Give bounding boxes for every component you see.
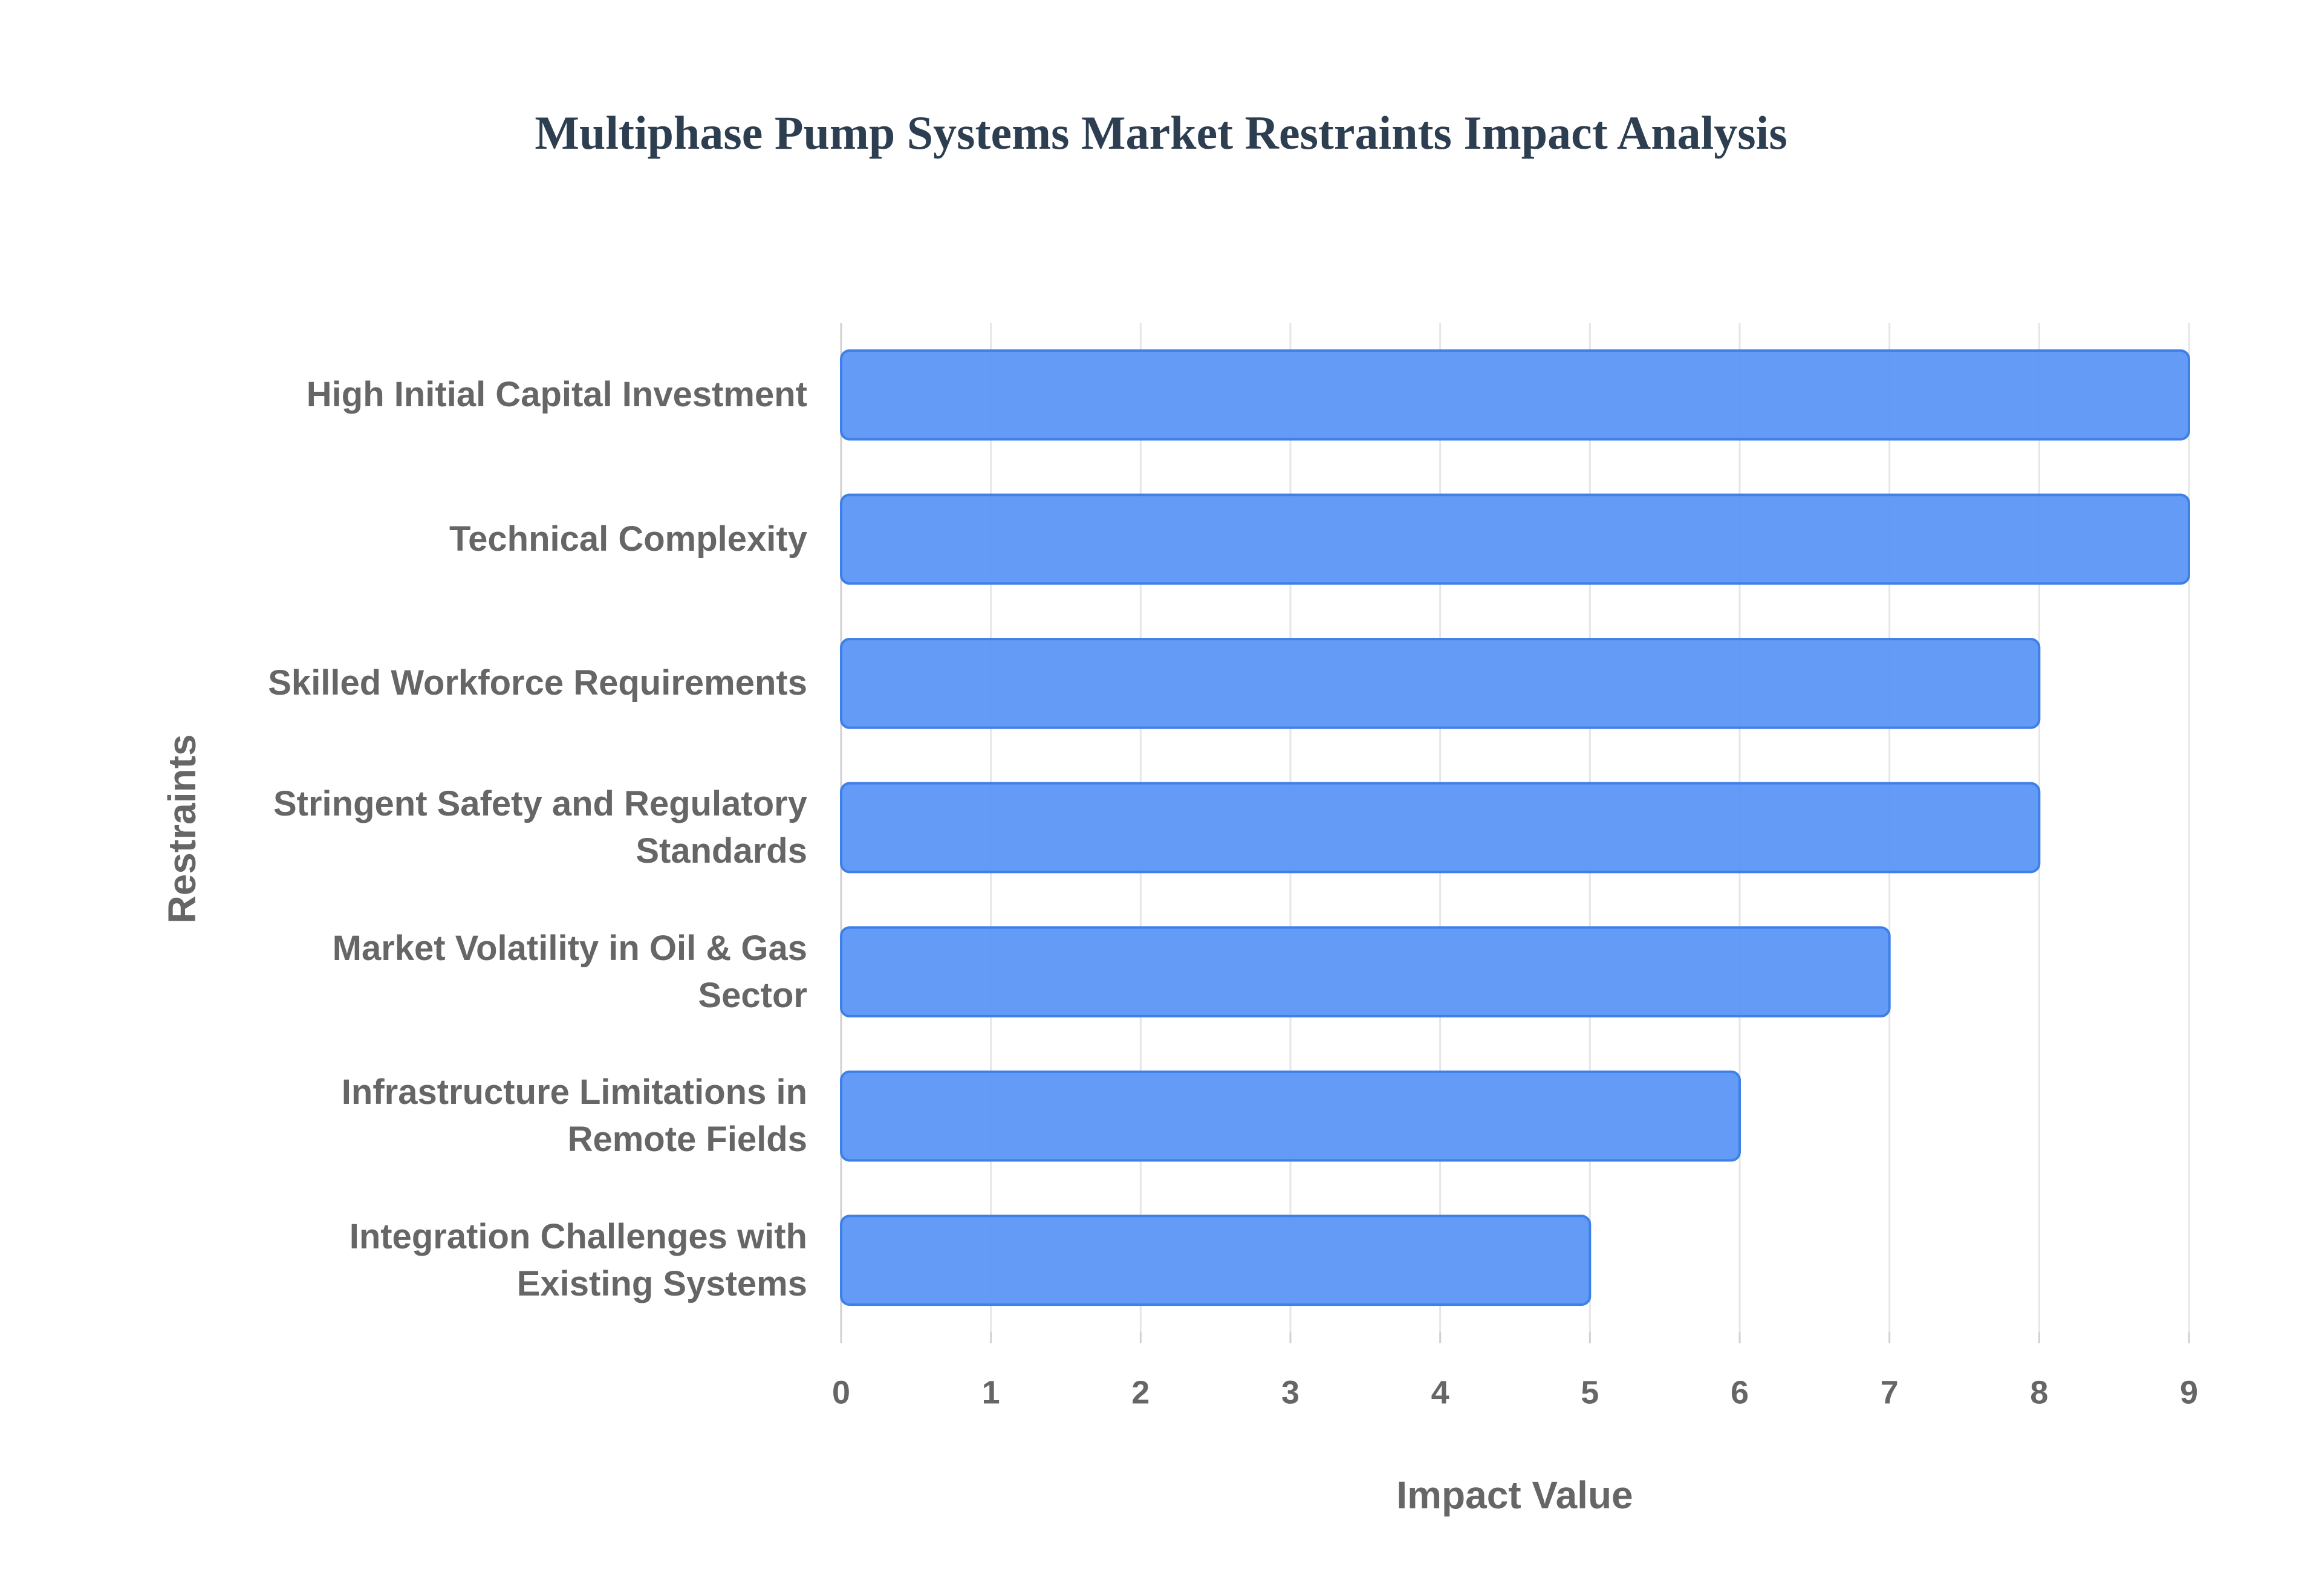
y-axis-title: Restraints bbox=[160, 735, 204, 924]
bar bbox=[840, 638, 2041, 729]
x-tick-label: 3 bbox=[1281, 1374, 1299, 1410]
x-tick-label: 2 bbox=[1131, 1374, 1150, 1410]
bar bbox=[840, 1215, 1592, 1306]
x-tick-label: 1 bbox=[982, 1374, 1000, 1410]
y-tick-label: Skilled Workforce Requirements bbox=[268, 663, 807, 703]
chart-title: Multiphase Pump Systems Market Restraint… bbox=[535, 106, 1787, 159]
x-axis-title: Impact Value bbox=[1396, 1473, 1633, 1517]
x-tick-label: 6 bbox=[1731, 1374, 1749, 1410]
y-tick-label: Market Volatility in Oil & Gas Sector bbox=[332, 928, 807, 1015]
bar bbox=[840, 493, 2190, 585]
y-tick-label: Integration Challenges with Existing Sys… bbox=[349, 1216, 807, 1303]
y-tick-label: High Initial Capital Investment bbox=[306, 375, 807, 415]
x-tick-label: 7 bbox=[1881, 1374, 1899, 1410]
bar bbox=[840, 1070, 1741, 1162]
bar bbox=[840, 926, 1891, 1017]
y-tick-label: Infrastructure Limitations in Remote Fie… bbox=[341, 1072, 807, 1160]
x-tick-label: 8 bbox=[2030, 1374, 2048, 1410]
y-tick-label: Technical Complexity bbox=[449, 519, 807, 559]
y-tick-label: Stringent Safety and Regulatory Standard… bbox=[273, 784, 807, 871]
x-tick-label: 9 bbox=[2180, 1374, 2198, 1410]
bar bbox=[840, 782, 2041, 874]
x-tick-label: 4 bbox=[1431, 1374, 1449, 1410]
bar bbox=[840, 349, 2190, 441]
x-tick-label: 0 bbox=[832, 1374, 850, 1410]
x-tick-label: 5 bbox=[1581, 1374, 1599, 1410]
